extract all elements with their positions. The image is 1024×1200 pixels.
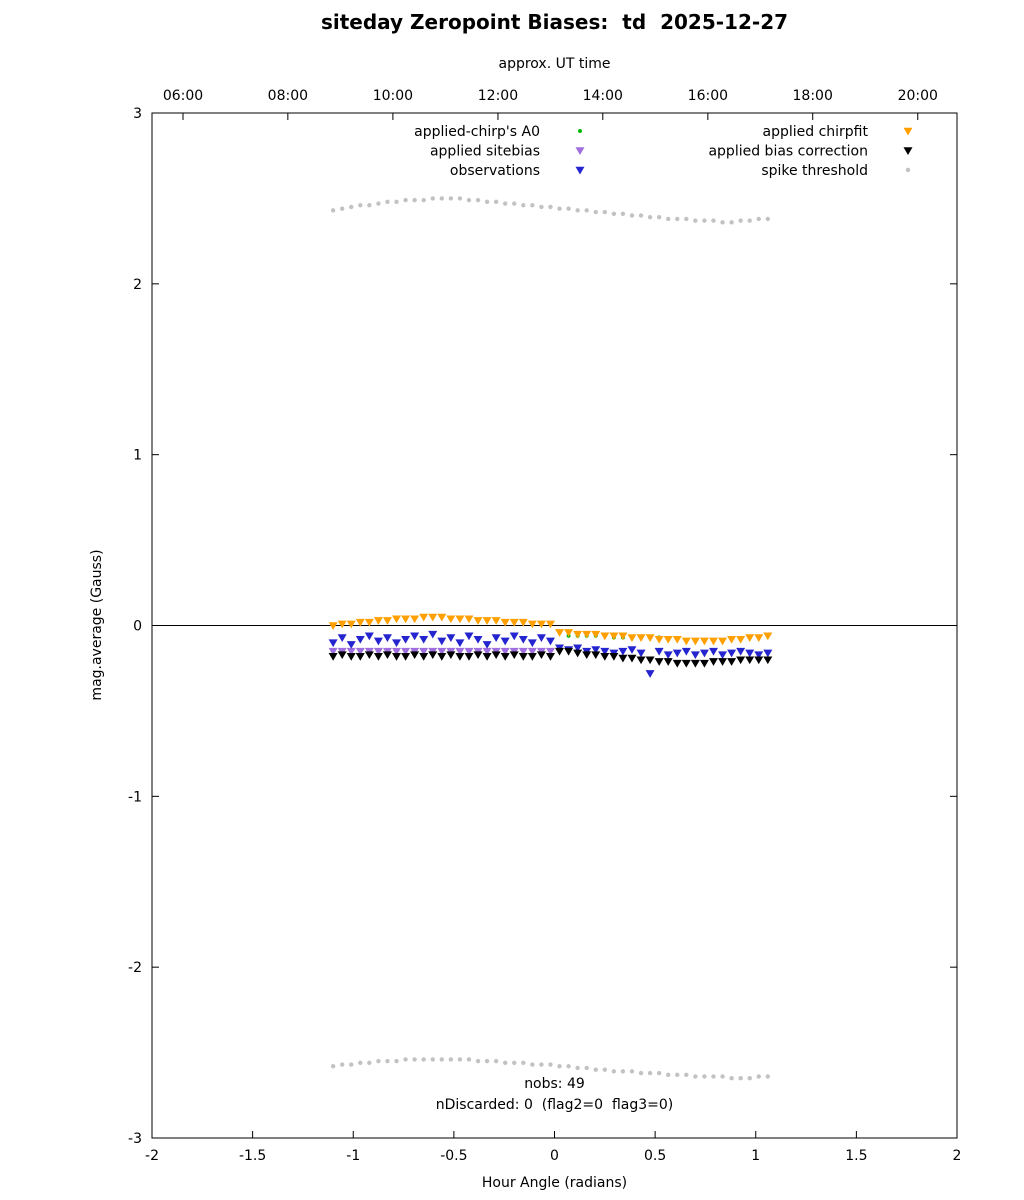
svg-text:-3: -3 (128, 1131, 142, 1147)
svg-text:12:00: 12:00 (478, 88, 518, 104)
y-axis-label: mag.average (Gauss) (89, 549, 105, 701)
x-axis-label: Hour Angle (radians) (481, 1175, 628, 1191)
series-applied-bias-correction (328, 647, 773, 668)
svg-text:-2: -2 (128, 960, 142, 976)
svg-text:10:00: 10:00 (373, 88, 413, 104)
svg-text:applied bias correction: applied bias correction (708, 144, 868, 160)
ndiscarded-annotation: nDiscarded: 0 (flag2=0 flag3=0) (435, 1097, 674, 1113)
series-applied-chirpfit (328, 613, 773, 646)
svg-text:0: 0 (550, 1148, 559, 1164)
svg-text:18:00: 18:00 (793, 88, 833, 104)
svg-text:0.5: 0.5 (644, 1148, 666, 1164)
svg-text:2: 2 (953, 1148, 962, 1164)
svg-text:16:00: 16:00 (688, 88, 728, 104)
svg-text:spike threshold: spike threshold (761, 163, 868, 179)
svg-text:observations: observations (450, 163, 540, 179)
svg-text:14:00: 14:00 (583, 88, 623, 104)
svg-text:applied-chirp's A0: applied-chirp's A0 (414, 124, 540, 140)
top-axis-ticks: 06:00 08:00 10:00 12:00 14:00 16:00 18:00 20:00 (163, 88, 938, 120)
svg-text:06:00: 06:00 (163, 88, 203, 104)
svg-text:2: 2 (133, 277, 142, 293)
svg-text:-0.5: -0.5 (440, 1148, 467, 1164)
svg-text:20:00: 20:00 (898, 88, 938, 104)
svg-text:1: 1 (751, 1148, 760, 1164)
legend: applied-chirp's A0 applied sitebias observ… (414, 124, 913, 179)
svg-text:applied sitebias: applied sitebias (430, 144, 540, 160)
chart-title: siteday Zeropoint Biases: td 2025-12-27 (320, 10, 789, 34)
svg-text:applied chirpfit: applied chirpfit (763, 124, 869, 140)
svg-text:-1: -1 (346, 1148, 360, 1164)
y-axis-ticks: 3 2 1 0 -1 -2 -3 (128, 106, 957, 1147)
svg-text:1.5: 1.5 (845, 1148, 867, 1164)
x-axis-ticks: -2 -1.5 -1 -0.5 0 0.5 1 1.5 2 (145, 1131, 961, 1164)
svg-text:08:00: 08:00 (268, 88, 308, 104)
svg-text:0: 0 (133, 619, 142, 635)
nobs-annotation: nobs: 49 (524, 1076, 585, 1092)
axes (151, 112, 958, 1139)
svg-text:-1: -1 (128, 789, 142, 805)
top-axis-label: approx. UT time (498, 56, 611, 72)
svg-text:-2: -2 (145, 1148, 159, 1164)
svg-text:1: 1 (133, 448, 142, 464)
series-spike-threshold (330, 196, 771, 1081)
svg-text:3: 3 (133, 106, 142, 122)
svg-text:-1.5: -1.5 (239, 1148, 266, 1164)
